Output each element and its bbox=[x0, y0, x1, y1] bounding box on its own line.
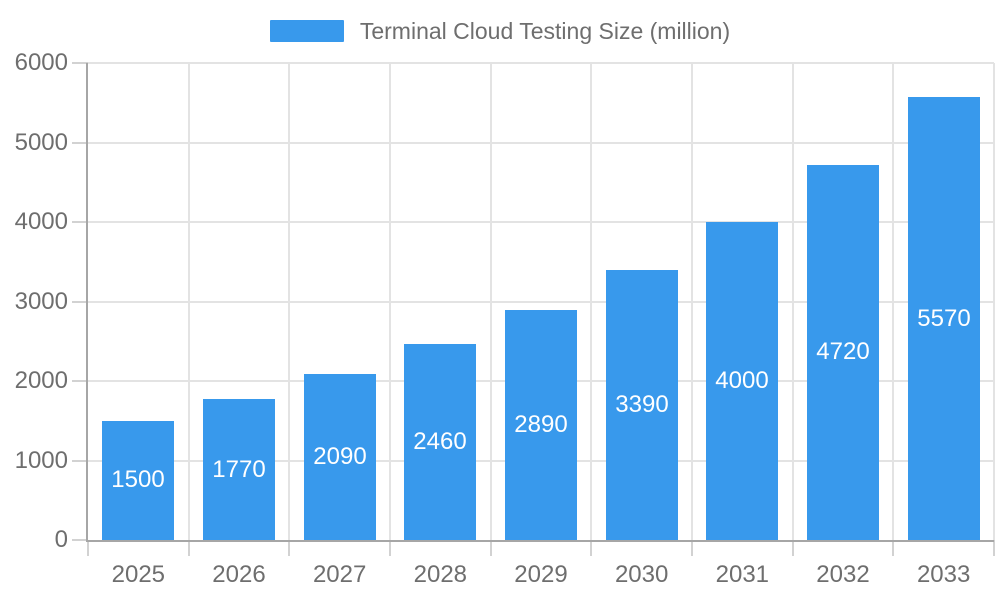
x-axis-label: 2032 bbox=[816, 561, 870, 588]
bar-value-label: 2090 bbox=[313, 442, 367, 470]
bar[interactable]: 3390 bbox=[606, 270, 678, 540]
legend[interactable]: Terminal Cloud Testing Size (million) bbox=[0, 17, 1000, 45]
x-gridline bbox=[288, 63, 291, 540]
y-axis-tick bbox=[72, 221, 88, 223]
bar[interactable]: 2460 bbox=[404, 344, 476, 540]
legend-label: Terminal Cloud Testing Size (million) bbox=[359, 18, 731, 44]
x-axis-tick bbox=[389, 540, 391, 556]
x-gridline bbox=[791, 63, 794, 540]
bar-value-label: 2460 bbox=[413, 428, 467, 456]
x-axis-label: 2025 bbox=[111, 561, 166, 588]
bar-value-label: 1770 bbox=[212, 455, 266, 483]
bar[interactable]: 2090 bbox=[304, 373, 376, 540]
x-axis-tick bbox=[288, 540, 291, 556]
bar-value-label: 2890 bbox=[514, 411, 568, 439]
y-axis-label: 2000 bbox=[14, 367, 68, 394]
legend-swatch bbox=[269, 20, 344, 42]
y-axis-tick bbox=[72, 459, 88, 462]
x-axis-label: 2030 bbox=[614, 561, 669, 588]
y-axis-label: 4000 bbox=[14, 208, 68, 235]
x-axis-line bbox=[86, 540, 994, 542]
bar-value-label: 5570 bbox=[917, 304, 971, 332]
y-gridline bbox=[88, 62, 994, 64]
y-axis-tick bbox=[72, 539, 88, 541]
bar[interactable]: 2890 bbox=[505, 310, 577, 540]
bar[interactable]: 4720 bbox=[807, 164, 879, 540]
y-axis-label: 0 bbox=[54, 526, 68, 553]
bar[interactable]: 5570 bbox=[908, 97, 980, 540]
x-gridline bbox=[691, 63, 693, 540]
x-gridline bbox=[489, 63, 492, 540]
x-axis-label: 2033 bbox=[916, 561, 971, 588]
bar-value-label: 4720 bbox=[816, 338, 870, 366]
bar-value-label: 4000 bbox=[715, 367, 769, 394]
x-axis-tick bbox=[489, 540, 492, 556]
bar[interactable]: 1770 bbox=[203, 399, 275, 540]
y-axis-tick bbox=[72, 300, 88, 303]
x-axis-label: 2026 bbox=[212, 561, 266, 588]
x-gridline bbox=[187, 63, 190, 540]
y-axis-tick bbox=[72, 62, 88, 64]
bar[interactable]: 1500 bbox=[102, 420, 174, 540]
y-axis-label: 5000 bbox=[14, 128, 68, 156]
x-axis-label: 2029 bbox=[514, 561, 568, 588]
x-axis-label: 2027 bbox=[312, 561, 367, 588]
y-axis-label: 1000 bbox=[14, 446, 68, 474]
y-axis-tick bbox=[72, 380, 88, 382]
x-axis-tick bbox=[691, 540, 693, 556]
y-axis-label: 6000 bbox=[14, 49, 68, 76]
x-axis-tick bbox=[791, 540, 794, 556]
x-axis-tick bbox=[993, 540, 995, 556]
x-axis-tick bbox=[187, 540, 190, 556]
x-gridline bbox=[993, 63, 995, 540]
y-axis-label: 3000 bbox=[14, 287, 68, 315]
x-axis-tick bbox=[87, 540, 89, 556]
y-gridline bbox=[88, 221, 994, 223]
y-axis-line bbox=[86, 63, 88, 540]
bar[interactable]: 4000 bbox=[706, 222, 778, 540]
x-gridline bbox=[590, 63, 593, 540]
x-gridline bbox=[389, 63, 391, 540]
bar-value-label: 3390 bbox=[615, 391, 669, 419]
y-axis-tick bbox=[72, 141, 88, 144]
x-axis-tick bbox=[590, 540, 593, 556]
x-axis-label: 2028 bbox=[413, 561, 468, 588]
x-gridline bbox=[892, 63, 895, 540]
y-gridline bbox=[88, 141, 994, 144]
x-axis-label: 2031 bbox=[715, 561, 770, 588]
y-gridline bbox=[88, 300, 994, 303]
bar-value-label: 1500 bbox=[111, 466, 165, 494]
x-axis-tick bbox=[892, 540, 895, 556]
